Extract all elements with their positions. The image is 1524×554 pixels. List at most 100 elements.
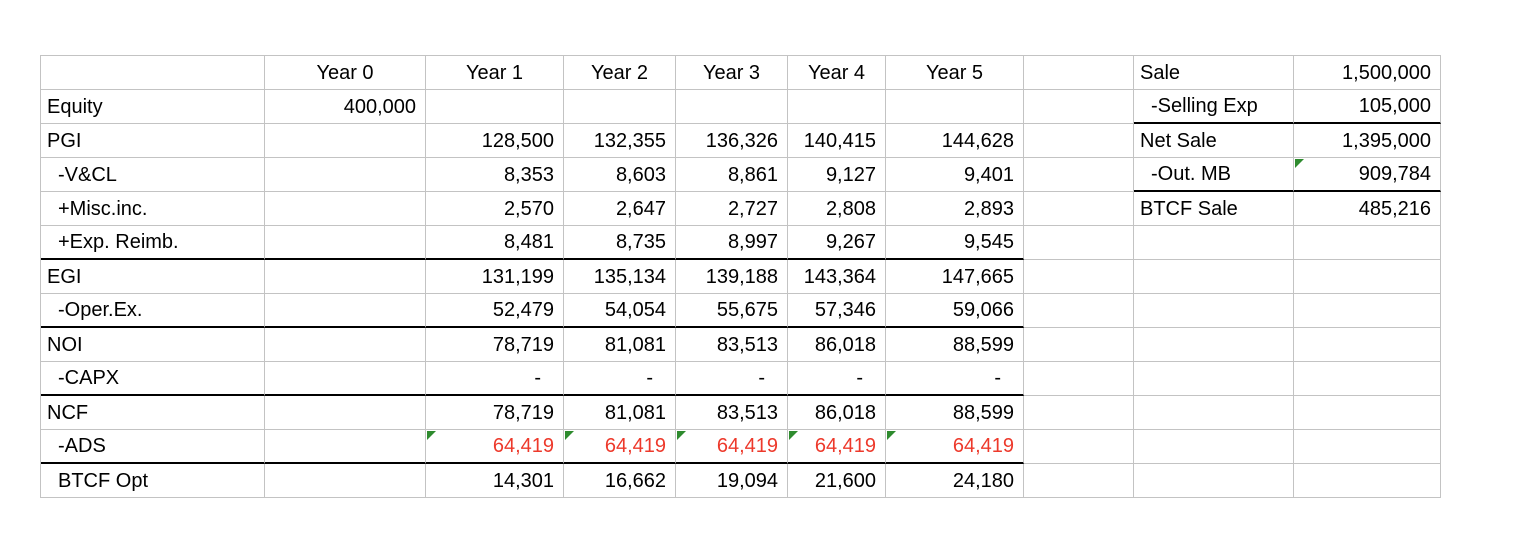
gap-cell[interactable]: [1024, 90, 1134, 124]
cell-v-cl-year1[interactable]: 8,353: [426, 158, 564, 192]
cell-pgi-year3[interactable]: 136,326: [676, 124, 788, 158]
side-empty-cell[interactable]: [1294, 464, 1441, 498]
gap-cell[interactable]: [1024, 328, 1134, 362]
row-label-exp-reimb[interactable]: +Exp. Reimb.: [41, 226, 265, 260]
row-label-btcf-opt[interactable]: BTCF Opt: [41, 464, 265, 498]
row-label-pgi[interactable]: PGI: [41, 124, 265, 158]
cell-noi-year3[interactable]: 83,513: [676, 328, 788, 362]
side-empty-cell[interactable]: [1294, 362, 1441, 396]
side-empty-cell[interactable]: [1294, 396, 1441, 430]
cell-btcf-opt-year2[interactable]: 16,662: [564, 464, 676, 498]
cell-oper-ex-year0[interactable]: [265, 294, 426, 328]
side-empty-cell[interactable]: [1294, 226, 1441, 260]
gap-cell[interactable]: [1024, 158, 1134, 192]
cell-ncf-year4[interactable]: 86,018: [788, 396, 886, 430]
cell-capx-year1[interactable]: -: [426, 362, 564, 396]
gap-cell[interactable]: [1024, 396, 1134, 430]
cell-misc-inc-year1[interactable]: 2,570: [426, 192, 564, 226]
side-empty-cell[interactable]: [1134, 260, 1294, 294]
cell-capx-year4[interactable]: -: [788, 362, 886, 396]
header-year-0[interactable]: Year 0: [265, 56, 426, 90]
cell-misc-inc-year4[interactable]: 2,808: [788, 192, 886, 226]
cell-equity-year4[interactable]: [788, 90, 886, 124]
cell-v-cl-year4[interactable]: 9,127: [788, 158, 886, 192]
cell-exp-reimb-year2[interactable]: 8,735: [564, 226, 676, 260]
cell-btcf-opt-year4[interactable]: 21,600: [788, 464, 886, 498]
side-empty-cell[interactable]: [1134, 226, 1294, 260]
side-empty-cell[interactable]: [1134, 464, 1294, 498]
cell-equity-year1[interactable]: [426, 90, 564, 124]
cell-noi-year5[interactable]: 88,599: [886, 328, 1024, 362]
cell-ads-year1[interactable]: 64,419: [426, 430, 564, 464]
cell-misc-inc-year2[interactable]: 2,647: [564, 192, 676, 226]
cell-egi-year0[interactable]: [265, 260, 426, 294]
side-label-btcf-sale[interactable]: BTCF Sale: [1134, 192, 1294, 226]
cell-ncf-year3[interactable]: 83,513: [676, 396, 788, 430]
side-value-net-sale[interactable]: 1,395,000: [1294, 124, 1441, 158]
cell-ads-year2[interactable]: 64,419: [564, 430, 676, 464]
cell-exp-reimb-year0[interactable]: [265, 226, 426, 260]
header-year-1[interactable]: Year 1: [426, 56, 564, 90]
cell-v-cl-year2[interactable]: 8,603: [564, 158, 676, 192]
gap-cell[interactable]: [1024, 192, 1134, 226]
row-label-ads[interactable]: -ADS: [41, 430, 265, 464]
cell-egi-year1[interactable]: 131,199: [426, 260, 564, 294]
cell-exp-reimb-year3[interactable]: 8,997: [676, 226, 788, 260]
cell-egi-year2[interactable]: 135,134: [564, 260, 676, 294]
header-year-3[interactable]: Year 3: [676, 56, 788, 90]
cell-oper-ex-year4[interactable]: 57,346: [788, 294, 886, 328]
header-year-4[interactable]: Year 4: [788, 56, 886, 90]
corner-cell[interactable]: [41, 56, 265, 90]
gap-cell[interactable]: [1024, 464, 1134, 498]
gap-cell[interactable]: [1024, 260, 1134, 294]
row-label-oper-ex[interactable]: -Oper.Ex.: [41, 294, 265, 328]
cell-pgi-year2[interactable]: 132,355: [564, 124, 676, 158]
cell-misc-inc-year3[interactable]: 2,727: [676, 192, 788, 226]
cell-ads-year3[interactable]: 64,419: [676, 430, 788, 464]
gap-cell[interactable]: [1024, 362, 1134, 396]
side-empty-cell[interactable]: [1294, 260, 1441, 294]
cell-ncf-year2[interactable]: 81,081: [564, 396, 676, 430]
cell-ncf-year5[interactable]: 88,599: [886, 396, 1024, 430]
gap-cell[interactable]: [1024, 226, 1134, 260]
cell-egi-year5[interactable]: 147,665: [886, 260, 1024, 294]
row-label-v-cl[interactable]: -V&CL: [41, 158, 265, 192]
cell-ncf-year1[interactable]: 78,719: [426, 396, 564, 430]
side-label-net-sale[interactable]: Net Sale: [1134, 124, 1294, 158]
side-value-btcf-sale[interactable]: 485,216: [1294, 192, 1441, 226]
cell-equity-year0[interactable]: 400,000: [265, 90, 426, 124]
side-empty-cell[interactable]: [1134, 396, 1294, 430]
side-value-selling-exp[interactable]: 105,000: [1294, 90, 1441, 124]
side-empty-cell[interactable]: [1134, 294, 1294, 328]
cell-exp-reimb-year4[interactable]: 9,267: [788, 226, 886, 260]
cell-egi-year4[interactable]: 143,364: [788, 260, 886, 294]
cell-capx-year3[interactable]: -: [676, 362, 788, 396]
gap-cell[interactable]: [1024, 124, 1134, 158]
cell-pgi-year4[interactable]: 140,415: [788, 124, 886, 158]
cell-equity-year3[interactable]: [676, 90, 788, 124]
side-empty-cell[interactable]: [1134, 430, 1294, 464]
side-empty-cell[interactable]: [1294, 328, 1441, 362]
cell-noi-year4[interactable]: 86,018: [788, 328, 886, 362]
side-value-sale[interactable]: 1,500,000: [1294, 56, 1441, 90]
cell-v-cl-year3[interactable]: 8,861: [676, 158, 788, 192]
cell-exp-reimb-year1[interactable]: 8,481: [426, 226, 564, 260]
row-label-capx[interactable]: -CAPX: [41, 362, 265, 396]
gap-cell[interactable]: [1024, 56, 1134, 90]
side-empty-cell[interactable]: [1134, 328, 1294, 362]
cell-noi-year0[interactable]: [265, 328, 426, 362]
row-label-egi[interactable]: EGI: [41, 260, 265, 294]
side-empty-cell[interactable]: [1294, 430, 1441, 464]
cell-pgi-year1[interactable]: 128,500: [426, 124, 564, 158]
cell-oper-ex-year1[interactable]: 52,479: [426, 294, 564, 328]
side-label-selling-exp[interactable]: -Selling Exp: [1134, 90, 1294, 124]
header-year-5[interactable]: Year 5: [886, 56, 1024, 90]
cell-pgi-year0[interactable]: [265, 124, 426, 158]
gap-cell[interactable]: [1024, 294, 1134, 328]
cell-btcf-opt-year0[interactable]: [265, 464, 426, 498]
side-label-sale[interactable]: Sale: [1134, 56, 1294, 90]
row-label-noi[interactable]: NOI: [41, 328, 265, 362]
row-label-ncf[interactable]: NCF: [41, 396, 265, 430]
cell-misc-inc-year0[interactable]: [265, 192, 426, 226]
row-label-equity[interactable]: Equity: [41, 90, 265, 124]
